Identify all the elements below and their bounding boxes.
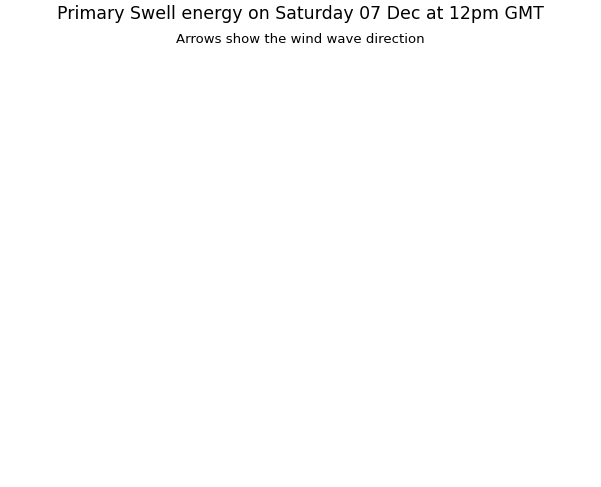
Text: Primary Swell energy on Saturday 07 Dec at 12pm GMT: Primary Swell energy on Saturday 07 Dec … <box>57 5 544 23</box>
Text: Arrows show the wind wave direction: Arrows show the wind wave direction <box>176 34 425 46</box>
Text: Cartopy required: Cartopy required <box>218 260 383 279</box>
